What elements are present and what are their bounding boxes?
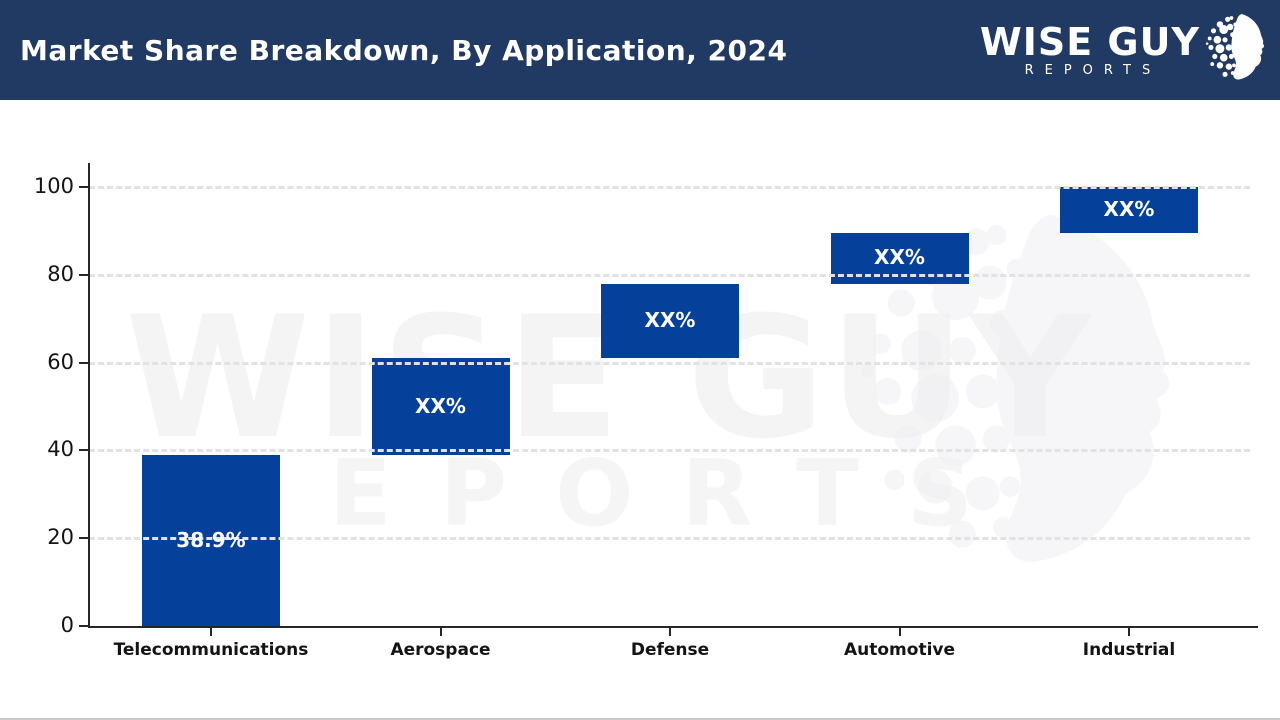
bar-defense bbox=[601, 283, 739, 359]
x-axis-line bbox=[88, 626, 1258, 628]
y-tick-60 bbox=[79, 361, 88, 364]
category-label: Telecommunications bbox=[113, 640, 309, 660]
logo-text: WISE GUY REPORTS bbox=[980, 23, 1200, 77]
y-tick-100 bbox=[79, 186, 88, 189]
x-tick-aerospace bbox=[439, 628, 442, 636]
y-tick-label: 20 bbox=[47, 525, 74, 550]
x-tick-industrial bbox=[1128, 628, 1130, 636]
category-label: Industrial bbox=[1082, 640, 1176, 660]
logo-subtitle: REPORTS bbox=[1024, 63, 1162, 78]
y-tick-label: 60 bbox=[47, 349, 74, 374]
y-tick-label: 100 bbox=[33, 174, 74, 199]
y-tick-label: 80 bbox=[47, 261, 74, 286]
x-tick-telecommunications bbox=[210, 628, 212, 636]
gridline-100 bbox=[89, 186, 1250, 190]
bar-value-label: XX% bbox=[415, 393, 466, 418]
category-label: Defense bbox=[630, 640, 710, 660]
gridline-60 bbox=[89, 361, 1250, 365]
logo-wordmark: WISE GUY bbox=[979, 20, 1200, 64]
bar-value-label: 38.9% bbox=[176, 527, 246, 552]
bar-telecommunications bbox=[142, 455, 280, 626]
bar-value-label: XX% bbox=[874, 245, 925, 270]
bar-aerospace bbox=[371, 358, 510, 456]
gridline-20 bbox=[89, 537, 1250, 541]
y-tick-80 bbox=[79, 273, 88, 276]
y-axis-line bbox=[88, 163, 90, 628]
gridline-40 bbox=[89, 449, 1250, 453]
gridline-80 bbox=[89, 273, 1250, 277]
y-tick-20 bbox=[79, 537, 88, 540]
y-tick-0 bbox=[79, 625, 88, 627]
wiseguy-logo: WISE GUY REPORTS bbox=[980, 11, 1266, 89]
category-label: Aerospace bbox=[390, 640, 491, 660]
x-tick-automotive bbox=[898, 628, 901, 636]
y-tick-40 bbox=[79, 449, 88, 452]
category-label: Automotive bbox=[843, 640, 956, 660]
chart-area: WISE GUY REPORTS 38.9%XX%XX%XX%XX%020406… bbox=[0, 100, 1280, 718]
dotted-head-icon bbox=[1205, 14, 1265, 80]
x-tick-defense bbox=[669, 628, 671, 636]
y-tick-label: 0 bbox=[60, 613, 74, 637]
bar-value-label: XX% bbox=[1103, 197, 1155, 222]
watermark-subtitle: REPORTS bbox=[210, 440, 1021, 547]
chart-title: Market Share Breakdown, By Application, … bbox=[20, 33, 788, 67]
bar-value-label: XX% bbox=[644, 307, 696, 332]
y-tick-label: 40 bbox=[47, 437, 74, 462]
page-header: Market Share Breakdown, By Application, … bbox=[0, 0, 1280, 100]
